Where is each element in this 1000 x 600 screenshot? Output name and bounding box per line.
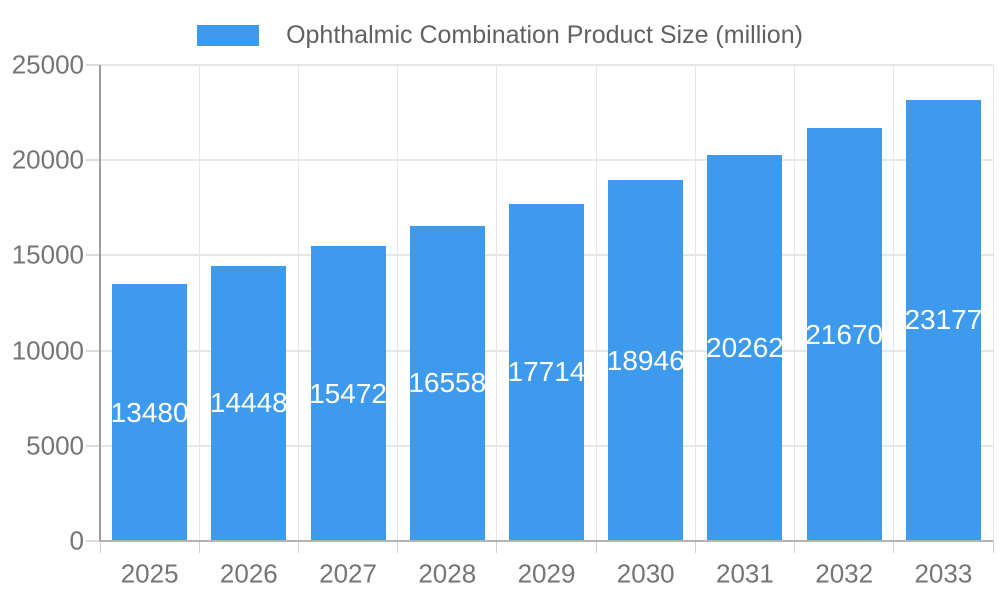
- x-gridline: [992, 65, 994, 541]
- x-gridline: [595, 65, 597, 541]
- bar-value-label: 16558: [408, 367, 487, 399]
- x-gridline: [694, 65, 696, 541]
- bar-value-label: 14448: [209, 387, 288, 419]
- bar[interactable]: [905, 99, 981, 541]
- y-tick: [86, 254, 100, 257]
- x-axis-label: 2031: [716, 558, 774, 589]
- x-axis-label: 2028: [418, 558, 477, 589]
- y-tick: [86, 540, 100, 542]
- bar[interactable]: [310, 246, 386, 541]
- x-gridline: [297, 65, 299, 541]
- bar-value-label: 17714: [507, 356, 586, 388]
- x-tick: [99, 541, 101, 553]
- bar[interactable]: [211, 265, 287, 541]
- y-tick: [86, 349, 100, 352]
- bar-value-label: 18946: [606, 344, 685, 376]
- x-axis-line: [99, 540, 993, 542]
- x-axis-label: 2025: [120, 558, 179, 589]
- bar-value-label: 13480: [110, 396, 189, 428]
- x-axis-label: 2029: [517, 558, 576, 589]
- chart-legend[interactable]: Ophthalmic Combination Product Size (mil…: [0, 21, 1000, 50]
- x-tick: [992, 541, 994, 553]
- y-tick: [86, 159, 100, 162]
- x-axis-label: 2027: [319, 558, 377, 589]
- y-tick-label: 25000: [11, 49, 84, 80]
- y-tick: [86, 64, 100, 66]
- x-tick: [198, 541, 200, 553]
- x-axis-label: 2026: [219, 558, 278, 589]
- x-tick: [397, 541, 399, 553]
- x-tick: [794, 541, 796, 553]
- bar[interactable]: [509, 203, 584, 541]
- y-tick-label: 0: [69, 525, 84, 556]
- bar[interactable]: [707, 155, 783, 541]
- x-axis-label: 2030: [616, 558, 675, 589]
- x-axis-label: 2033: [914, 558, 973, 589]
- x-tick: [297, 541, 299, 553]
- y-tick-label: 5000: [26, 430, 84, 461]
- x-tick: [694, 541, 696, 553]
- y-axis-line: [99, 65, 101, 541]
- y-tick-label: 10000: [11, 335, 84, 366]
- x-gridline: [893, 65, 895, 541]
- y-tick-label: 20000: [11, 144, 84, 175]
- legend-label: Ophthalmic Combination Product Size (mil…: [286, 21, 803, 49]
- bar-value-label: 15472: [309, 377, 387, 409]
- x-tick: [893, 541, 895, 553]
- bar[interactable]: [409, 225, 485, 541]
- x-gridline: [198, 65, 200, 541]
- bar-value-label: 23177: [904, 304, 983, 336]
- x-tick: [496, 541, 498, 553]
- y-gridline: [100, 159, 993, 162]
- x-gridline: [397, 65, 399, 541]
- x-tick: [595, 541, 597, 553]
- y-tick: [86, 444, 100, 447]
- y-gridline: [100, 64, 993, 66]
- x-gridline: [496, 65, 498, 541]
- y-tick-label: 15000: [11, 239, 84, 270]
- x-gridline: [794, 65, 796, 541]
- bar[interactable]: [806, 128, 882, 541]
- legend-swatch-icon: [197, 25, 260, 46]
- bar[interactable]: [608, 180, 684, 541]
- x-axis-label: 2032: [815, 558, 874, 589]
- bar-value-label: 21670: [805, 318, 884, 350]
- bar-value-label: 20262: [706, 332, 784, 364]
- bar[interactable]: [112, 284, 188, 541]
